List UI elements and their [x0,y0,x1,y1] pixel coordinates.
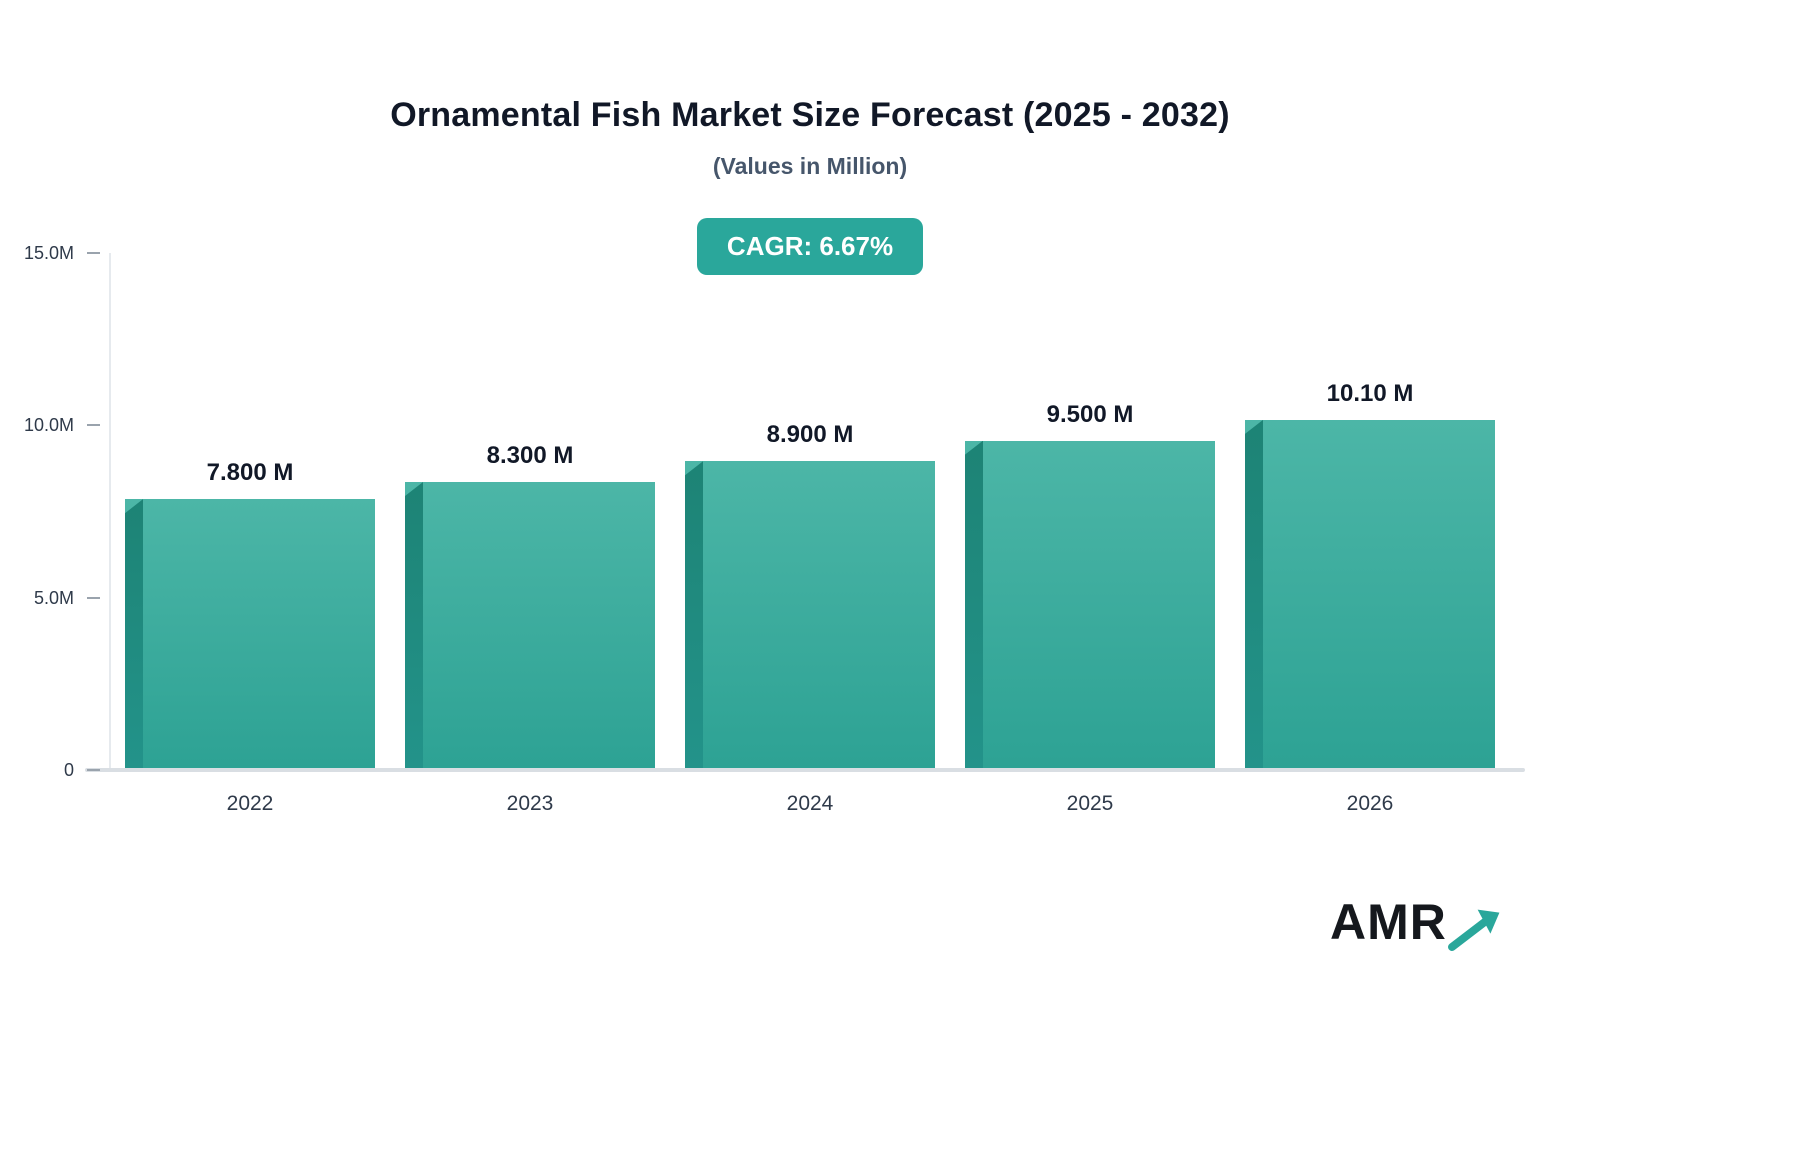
x-axis-label-2025: 2025 [1066,792,1114,815]
bar-value-label-2022: 7.800 M [206,459,294,487]
bar-group-2024: 8.900 M 2024 [670,253,950,815]
y-tick-label-3: 0 [63,760,74,780]
bar-value-label-2026: 10.10 M [1326,379,1414,407]
amr-logo-text: AMR [1330,894,1447,950]
y-tick-mark-0 [87,252,100,254]
chart-subtitle: (Values in Million) [712,153,908,179]
bar-group-2022: 7.800 M 2022 [110,253,390,815]
plot-area: 15.0M 10.0M 5.0M 0 7.800 M 2022 8.300 M 2023 8.9… [24,243,1525,815]
bar-side-face-2024 [685,461,703,768]
y-tick-mark-3 [87,769,100,771]
bar-side-face-2026 [1245,419,1263,768]
bar-side-face-2022 [125,499,143,768]
amr-logo: AMR [1330,893,1500,957]
chart-header: Ornamental Fish Market Size Forecast (20… [110,0,1510,275]
logo-growth-arrow-icon [1448,909,1500,951]
y-tick-mark-1 [87,424,100,427]
chart-title: Ornamental Fish Market Size Forecast (20… [390,96,1230,134]
x-axis-label-2026: 2026 [1346,792,1394,815]
y-tick-mark-2 [87,596,100,599]
bar-side-face-2025 [965,440,983,768]
bar-2024 [685,461,935,768]
bar-group-2023: 8.300 M 2023 [390,253,670,815]
x-axis-label-2023: 2023 [506,792,554,815]
bar-value-label-2023: 8.300 M [486,441,574,469]
x-axis-label-2022: 2022 [226,792,274,815]
y-tick-label-1: 10.0M [23,415,74,436]
bar-2025 [965,440,1215,768]
bar-2022 [125,499,375,768]
bar-value-label-2024: 8.900 M [766,421,854,449]
bar-group-2025: 9.500 M 2025 [950,253,1230,815]
cagr-badge: CAGR: 6.67% [696,218,924,275]
y-axis-line [109,253,111,770]
x-axis-label-2024: 2024 [786,792,834,815]
y-tick-label-0: 15.0M [23,243,74,263]
bar-2023 [405,481,655,768]
bar-2026 [1245,419,1495,768]
bar-value-label-2025: 9.500 M [1046,400,1134,428]
bar-side-face-2023 [405,481,423,768]
x-axis-baseline [85,768,1525,772]
bar-group-2026: 10.10 M 2026 [1230,253,1510,815]
cagr-badge-label: CAGR: 6.67% [726,231,894,261]
y-tick-label-2: 5.0M [33,587,74,608]
